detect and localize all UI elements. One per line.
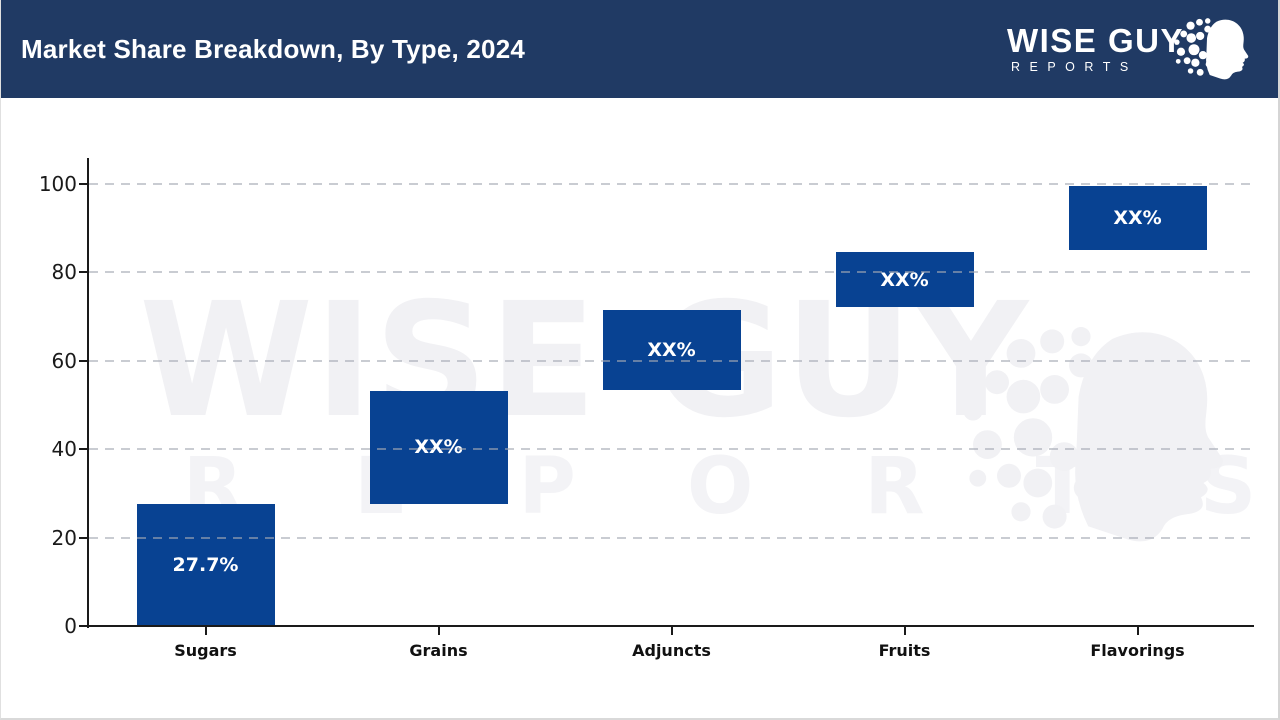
category-label-grains: Grains [409,641,468,660]
wise-guy-logo: WISE GUY REPORTS [1007,8,1278,90]
bar-adjuncts[interactable]: XX% [602,309,741,390]
logo-wordmark: WISE GUY [1006,22,1184,59]
y-tick-label: 20 [51,525,77,550]
bar-value-label: 27.7% [172,553,239,576]
gridline-40 [89,448,1254,451]
bar-value-label: XX% [1113,207,1162,230]
category-label-adjuncts: Adjuncts [632,641,711,660]
x-tick-mark [437,627,440,635]
y-tick-label: 100 [38,172,77,196]
bar-fruits[interactable]: XX% [835,252,974,308]
category-label-sugars: Sugars [174,641,237,660]
bar-flavorings[interactable]: XX% [1068,186,1207,251]
y-tick-mark [79,271,87,274]
x-axis-line [87,625,1254,627]
x-tick-mark [1136,627,1139,635]
y-tick-mark [79,536,87,539]
bar-sugars[interactable]: 27.7% [136,503,275,626]
y-tick-mark [79,183,87,185]
y-tick-label: 0 [64,614,77,638]
y-tick-label: 40 [51,437,77,462]
x-tick-mark [903,627,906,635]
y-axis-line [87,158,89,628]
header-bar: Market Share Breakdown, By Type, 2024 WI… [1,0,1278,98]
y-tick-mark [79,448,87,451]
category-label-flavorings: Flavorings [1090,641,1185,660]
y-tick-mark [79,359,87,362]
y-tick-label: 60 [51,348,77,373]
page-title: Market Share Breakdown, By Type, 2024 [21,33,526,64]
gridline-60 [89,359,1254,362]
x-tick-mark [204,627,207,635]
x-tick-mark [670,627,673,635]
category-label-fruits: Fruits [878,641,931,660]
bar-value-label: XX% [880,268,929,291]
y-tick-label: 80 [51,260,77,285]
gridline-20 [89,536,1254,539]
bar-value-label: XX% [414,436,463,459]
bar-grains[interactable]: XX% [369,390,508,504]
gridline-80 [89,271,1254,274]
watermark-head-icon [949,192,1280,678]
gridline-100 [89,183,1254,185]
logo-subtitle: REPORTS [1010,60,1138,74]
logo-head-icon [1170,8,1266,90]
y-tick-mark [79,625,87,627]
bar-value-label: XX% [647,338,696,361]
